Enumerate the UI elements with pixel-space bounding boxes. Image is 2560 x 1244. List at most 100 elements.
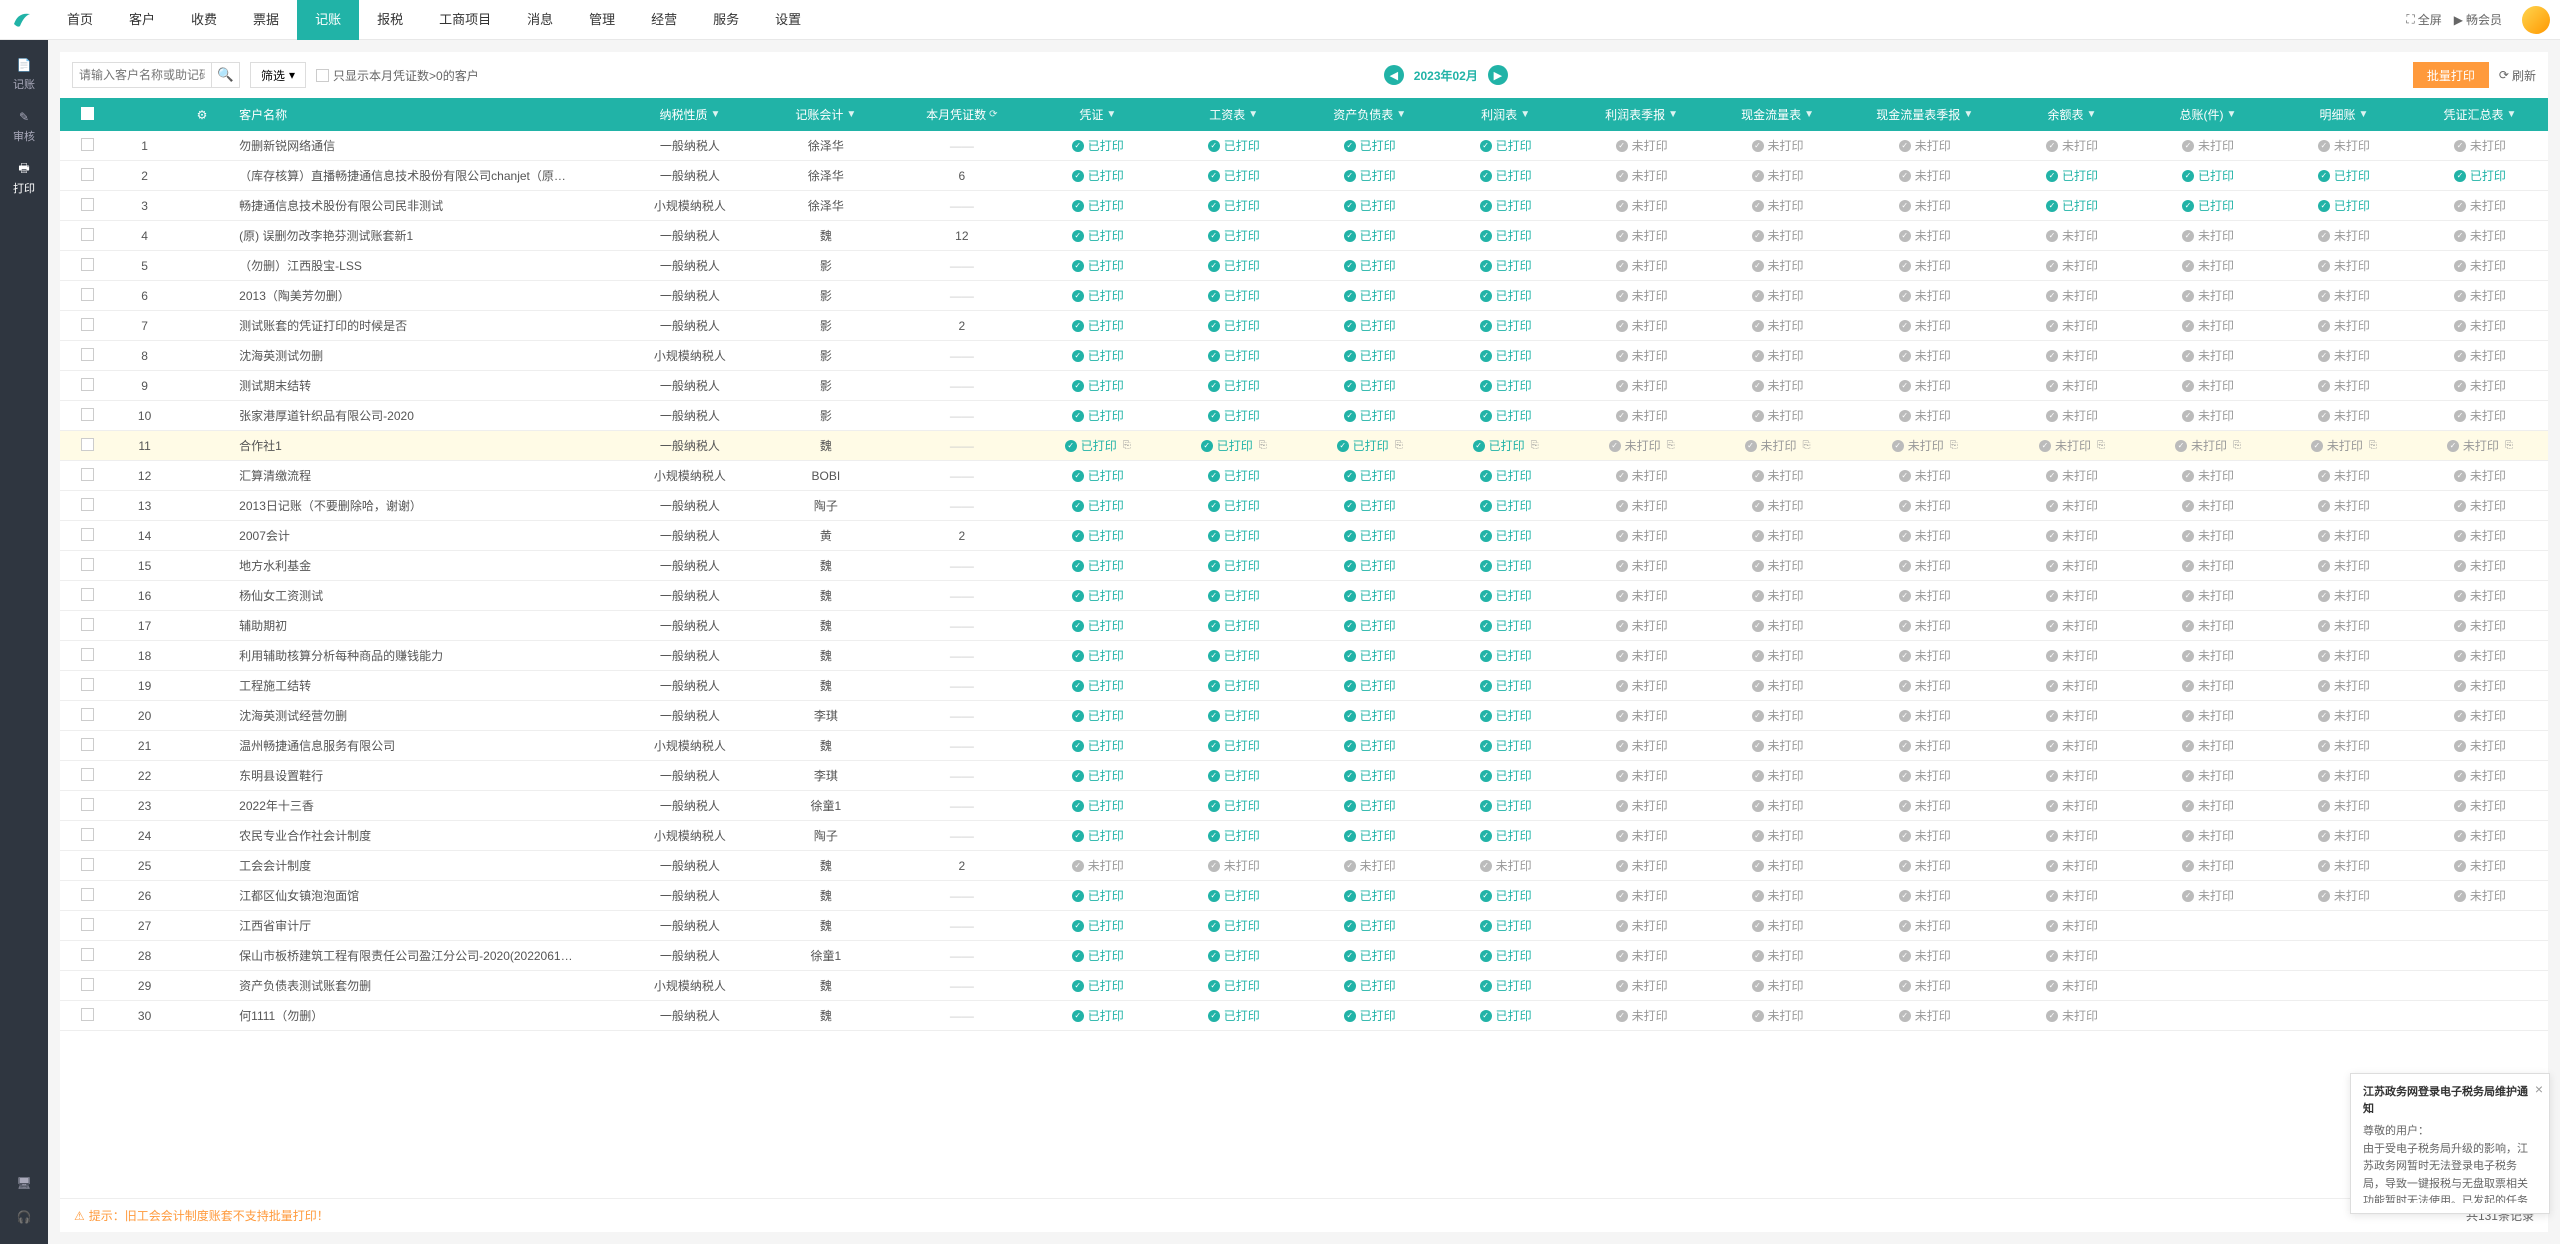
status-cell[interactable]: ✓已打印 xyxy=(1438,371,1574,401)
status-cell[interactable]: ✓已打印 xyxy=(1030,341,1166,371)
status-cell[interactable]: ✓已打印 xyxy=(1302,821,1438,851)
table-row[interactable]: 132013日记账（不要删除哈，谢谢）一般纳税人陶子——✓已打印✓已打印✓已打印… xyxy=(60,491,2548,521)
col-header-voucher[interactable]: 凭证▼ xyxy=(1030,98,1166,131)
status-cell[interactable]: ✓未打印 xyxy=(2004,731,2140,761)
status-cell[interactable]: ✓已打印 xyxy=(1302,401,1438,431)
status-cell[interactable]: ✓未打印 xyxy=(1846,821,2005,851)
status-cell[interactable]: ✓未打印 xyxy=(2140,641,2276,671)
status-cell[interactable]: ✓未打印 xyxy=(1710,671,1846,701)
status-cell[interactable]: ✓已打印 xyxy=(1030,551,1166,581)
status-cell[interactable]: ✓未打印 xyxy=(2004,521,2140,551)
filter-icon[interactable]: ▼ xyxy=(2087,109,2097,120)
col-header-cashflow_q[interactable]: 现金流量表季报▼ xyxy=(1846,98,2005,131)
table-row[interactable]: 232022年十三香一般纳税人徐童1——✓已打印✓已打印✓已打印✓已打印✓未打印… xyxy=(60,791,2548,821)
table-row[interactable]: 22东明县设置鞋行一般纳税人李琪——✓已打印✓已打印✓已打印✓已打印✓未打印✓未… xyxy=(60,761,2548,791)
status-cell[interactable]: ✓已打印 xyxy=(1166,161,1302,191)
status-cell[interactable]: ✓已打印 xyxy=(1030,941,1166,971)
table-row[interactable]: 4(原) 误删勿改李艳芬测试账套新1一般纳税人魏12✓已打印✓已打印✓已打印✓已… xyxy=(60,221,2548,251)
status-cell[interactable]: ✓未打印 xyxy=(2004,1001,2140,1031)
status-cell[interactable]: ✓未打印 xyxy=(1574,791,1710,821)
status-cell[interactable]: ✓未打印 xyxy=(2276,851,2412,881)
status-cell[interactable]: ✓未打印 xyxy=(2276,761,2412,791)
status-cell[interactable]: ✓已打印 xyxy=(1438,761,1574,791)
filter-icon[interactable]: ▼ xyxy=(1396,109,1406,120)
status-cell[interactable]: ✓未打印 xyxy=(1574,161,1710,191)
status-cell[interactable]: ✓未打印 xyxy=(1574,341,1710,371)
status-cell[interactable]: ✓未打印 xyxy=(1574,911,1710,941)
status-cell[interactable]: ✓未打印 xyxy=(2004,611,2140,641)
table-row[interactable]: 9测试期末结转一般纳税人影——✓已打印✓已打印✓已打印✓已打印✓未打印✓未打印✓… xyxy=(60,371,2548,401)
status-cell[interactable]: ✓未打印 xyxy=(1710,701,1846,731)
status-cell[interactable]: ✓未打印 xyxy=(2004,281,2140,311)
nav-tab-0[interactable]: 首页 xyxy=(49,0,111,40)
col-header-ledger[interactable]: 总账(件)▼ xyxy=(2140,98,2276,131)
status-cell[interactable]: ✓未打印 xyxy=(1710,281,1846,311)
status-cell[interactable]: ✓未打印 xyxy=(1574,881,1710,911)
status-cell[interactable]: ✓已打印 xyxy=(1166,401,1302,431)
status-cell[interactable]: ✓已打印 xyxy=(1166,521,1302,551)
table-row[interactable]: 8沈海英测试勿删小规模纳税人影——✓已打印✓已打印✓已打印✓已打印✓未打印✓未打… xyxy=(60,341,2548,371)
status-cell[interactable]: ✓已打印 xyxy=(1030,1001,1166,1031)
row-checkbox[interactable] xyxy=(81,558,94,571)
nav-tab-8[interactable]: 管理 xyxy=(571,0,633,40)
status-cell[interactable]: ✓未打印 xyxy=(1710,791,1846,821)
status-cell[interactable]: ✓未打印 xyxy=(1574,131,1710,161)
status-cell[interactable]: ✓未打印 xyxy=(1846,581,2005,611)
status-cell[interactable]: ✓已打印 xyxy=(1438,701,1574,731)
status-cell[interactable]: ✓已打印 xyxy=(2004,191,2140,221)
status-cell[interactable]: ✓已打印 xyxy=(1438,881,1574,911)
table-row[interactable]: 7测试账套的凭证打印的时候是否一般纳税人影2✓已打印✓已打印✓已打印✓已打印✓未… xyxy=(60,311,2548,341)
status-cell[interactable]: ✓未打印 xyxy=(1574,611,1710,641)
external-link-icon[interactable]: ⎘ xyxy=(1395,440,1403,451)
col-header-chk[interactable] xyxy=(60,98,114,131)
status-cell[interactable]: ✓未打印 xyxy=(1846,1001,2005,1031)
search-button[interactable]: 🔍 xyxy=(212,62,240,88)
status-cell[interactable]: ✓已打印 xyxy=(2412,161,2548,191)
row-checkbox[interactable] xyxy=(81,498,94,511)
col-header-balance2[interactable]: 余额表▼ xyxy=(2004,98,2140,131)
status-cell[interactable]: ✓已打印 xyxy=(1302,311,1438,341)
status-cell[interactable]: ✓未打印 xyxy=(2276,821,2412,851)
status-cell[interactable]: ✓未打印 xyxy=(1710,311,1846,341)
table-row[interactable]: 30何1111（勿删）一般纳税人魏——✓已打印✓已打印✓已打印✓已打印✓未打印✓… xyxy=(60,1001,2548,1031)
status-cell[interactable]: ✓已打印 xyxy=(1166,311,1302,341)
row-checkbox[interactable] xyxy=(81,528,94,541)
status-cell[interactable]: ✓未打印 xyxy=(2412,731,2548,761)
status-cell[interactable]: ✓未打印 xyxy=(1846,881,2005,911)
status-cell[interactable]: ✓未打印 xyxy=(2412,851,2548,881)
status-cell[interactable]: ✓未打印 xyxy=(2276,491,2412,521)
status-cell[interactable]: ✓未打印 xyxy=(1710,941,1846,971)
table-row[interactable]: 12汇算清缴流程小规模纳税人BOBI——✓已打印✓已打印✓已打印✓已打印✓未打印… xyxy=(60,461,2548,491)
status-cell[interactable]: ✓未打印 xyxy=(2004,551,2140,581)
status-cell[interactable]: ✓已打印 xyxy=(1438,911,1574,941)
status-cell[interactable]: ✓未打印 xyxy=(1574,761,1710,791)
status-cell[interactable]: ✓未打印 xyxy=(1574,971,1710,1001)
status-cell[interactable]: ✓未打印 xyxy=(2140,551,2276,581)
status-cell[interactable]: ✓已打印 xyxy=(1166,701,1302,731)
status-cell[interactable]: ✓未打印 xyxy=(2412,491,2548,521)
status-cell[interactable]: ✓未打印 xyxy=(1574,221,1710,251)
status-cell[interactable]: ✓已打印 xyxy=(1438,251,1574,281)
status-cell[interactable]: ✓已打印 xyxy=(1302,521,1438,551)
status-cell[interactable]: ✓已打印 xyxy=(1166,761,1302,791)
filter-icon[interactable]: ▼ xyxy=(1963,109,1973,120)
status-cell[interactable]: ✓未打印 xyxy=(2004,911,2140,941)
status-cell[interactable]: ✓已打印 xyxy=(1030,371,1166,401)
status-cell[interactable]: ✓已打印 xyxy=(1438,641,1574,671)
table-row[interactable]: 29资产负债表测试账套勿删小规模纳税人魏——✓已打印✓已打印✓已打印✓已打印✓未… xyxy=(60,971,2548,1001)
status-cell[interactable]: ✓未打印 xyxy=(1710,521,1846,551)
status-cell[interactable]: ✓未打印 xyxy=(2004,131,2140,161)
status-cell[interactable]: ✓已打印 xyxy=(1302,791,1438,821)
status-cell[interactable]: ✓已打印 xyxy=(1030,701,1166,731)
status-cell[interactable]: ✓未打印 xyxy=(2004,971,2140,1001)
status-cell[interactable]: ✓已打印 xyxy=(1302,701,1438,731)
row-checkbox[interactable] xyxy=(81,438,94,451)
status-cell[interactable]: ✓未打印 xyxy=(2412,341,2548,371)
status-cell[interactable]: ✓未打印 xyxy=(2004,761,2140,791)
status-cell[interactable]: ✓未打印 xyxy=(1846,371,2005,401)
status-cell[interactable]: ✓已打印 xyxy=(1166,491,1302,521)
table-row[interactable]: 15地方水利基金一般纳税人魏——✓已打印✓已打印✓已打印✓已打印✓未打印✓未打印… xyxy=(60,551,2548,581)
status-cell[interactable]: ✓未打印 xyxy=(2140,221,2276,251)
status-cell[interactable]: ✓未打印 xyxy=(1710,821,1846,851)
status-cell[interactable]: ✓未打印 xyxy=(1846,731,2005,761)
